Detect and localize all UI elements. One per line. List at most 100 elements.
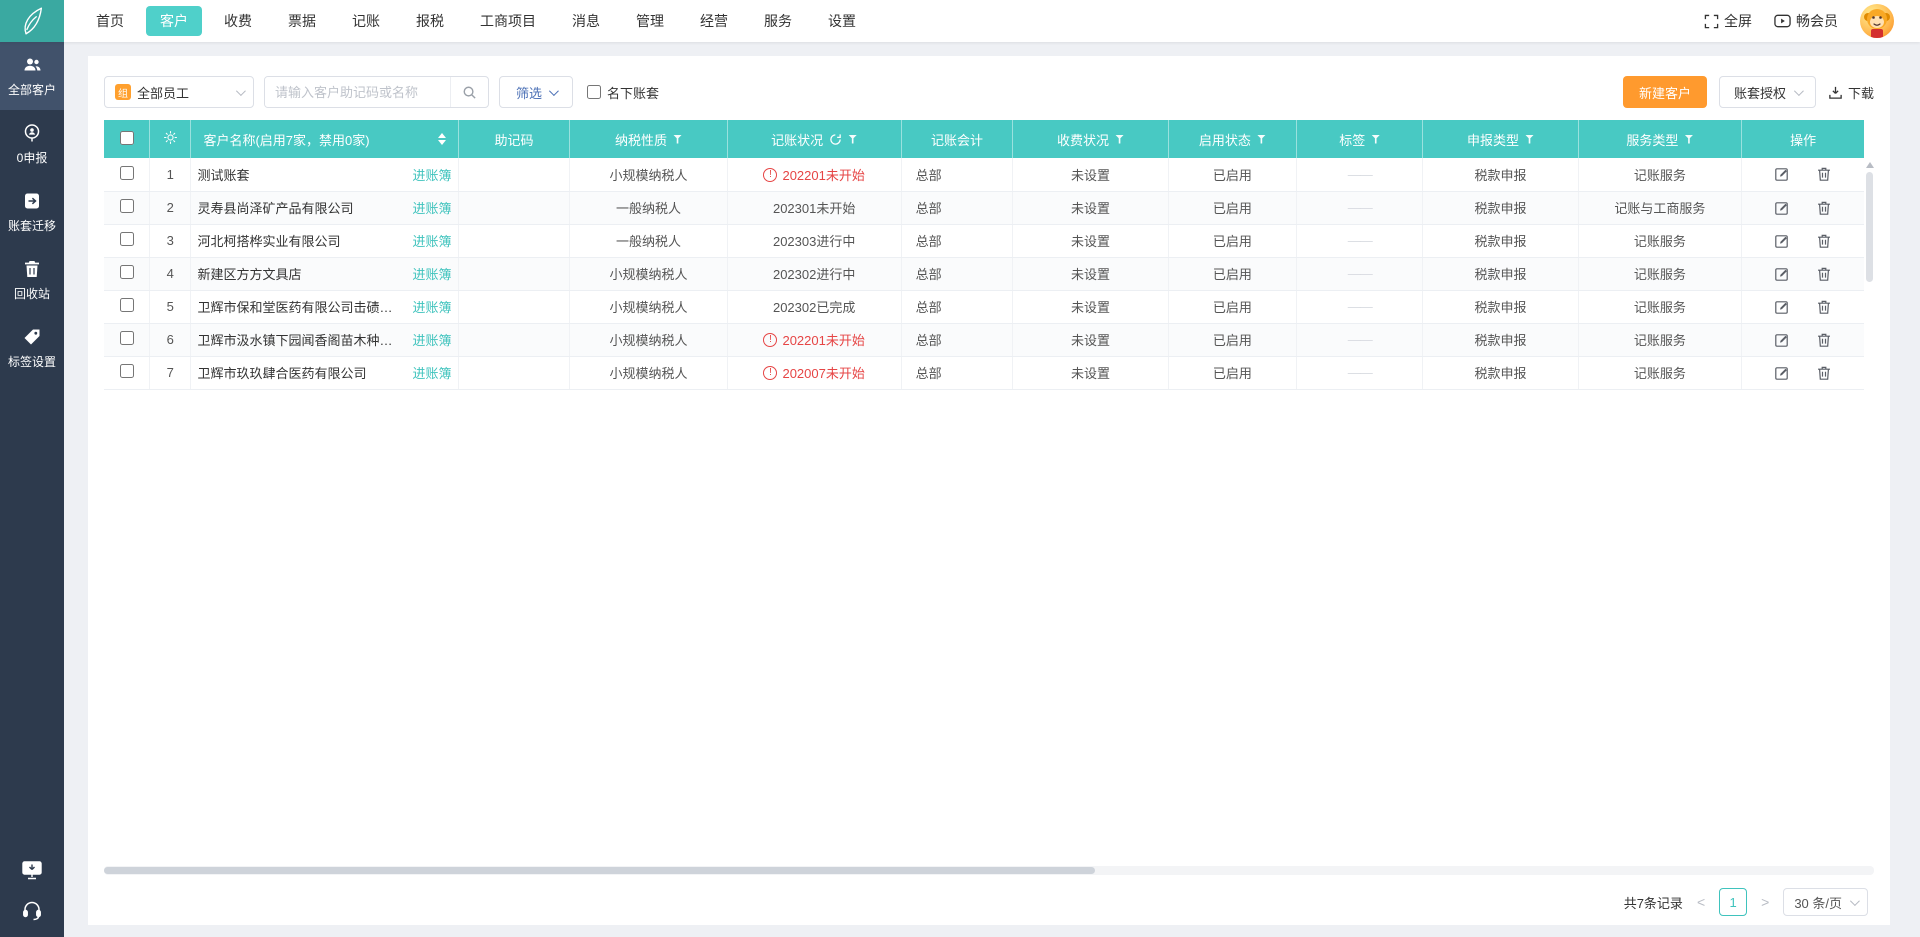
nav-item-settings[interactable]: 设置 <box>828 13 856 29</box>
row-checkbox[interactable] <box>119 331 134 345</box>
search-button[interactable] <box>450 77 488 107</box>
tax-type-cell: 小规模纳税人 <box>569 158 728 192</box>
row-checkbox[interactable] <box>119 199 134 213</box>
horizontal-scrollbar-thumb[interactable] <box>104 867 1096 874</box>
current-page[interactable]: 1 <box>1719 888 1748 916</box>
edit-icon[interactable] <box>1774 332 1790 348</box>
filter-icon[interactable] <box>1371 134 1381 144</box>
tax-type-cell: 小规模纳税人 <box>569 356 728 390</box>
nav-item-messages[interactable]: 消息 <box>572 13 600 29</box>
sidebar-item-migrate[interactable]: 账套迁移 <box>0 178 64 246</box>
filter-icon[interactable] <box>848 134 858 144</box>
fullscreen-button[interactable]: 全屏 <box>1704 11 1752 31</box>
delete-icon[interactable] <box>1816 332 1832 348</box>
sidebar-item-zero-declare[interactable]: 0申报 <box>0 110 64 178</box>
header-customer-name[interactable]: 客户名称(启用7家，禁用0家) <box>190 120 459 158</box>
nav-item-management[interactable]: 管理 <box>636 13 664 29</box>
header-fee-status[interactable]: 收费状况 <box>1012 120 1169 158</box>
user-avatar[interactable] <box>1860 4 1894 38</box>
edit-icon[interactable] <box>1774 166 1790 182</box>
scroll-up-icon[interactable] <box>1865 162 1874 168</box>
nav-item-bookkeeping[interactable]: 记账 <box>352 13 380 29</box>
nav-item-invoices[interactable]: 票据 <box>288 13 316 29</box>
chevron-down-icon <box>1793 85 1804 96</box>
customer-name-cell: 新建区方方文具店 进账簿 <box>190 257 459 291</box>
app-logo[interactable] <box>0 0 64 42</box>
next-page-button[interactable]: > <box>1761 894 1770 910</box>
filter-icon[interactable] <box>1684 134 1694 144</box>
delete-icon[interactable] <box>1816 200 1832 216</box>
sidebar-item-all-customers[interactable]: 全部客户 <box>0 42 64 110</box>
nav-item-customers[interactable]: 客户 <box>146 6 202 36</box>
header-service-type[interactable]: 服务类型 <box>1578 120 1743 158</box>
vertical-scrollbar-thumb[interactable] <box>1866 172 1873 282</box>
row-checkbox[interactable] <box>119 364 134 378</box>
declare-type-cell: 税款申报 <box>1422 191 1579 225</box>
filter-icon[interactable] <box>673 134 683 144</box>
search-input[interactable] <box>265 77 450 107</box>
filter-icon[interactable] <box>1525 134 1535 144</box>
sidebar-item-recycle-bin[interactable]: 回收站 <box>0 246 64 314</box>
download-button[interactable]: 下载 <box>1828 83 1874 102</box>
row-checkbox[interactable] <box>119 165 134 180</box>
vertical-scrollbar[interactable] <box>1865 160 1874 866</box>
mnemonic-cell <box>458 323 571 357</box>
header-booking-status[interactable]: 记账状况 <box>727 120 902 158</box>
ledger-link[interactable]: 进账簿 <box>412 366 452 381</box>
ledger-link[interactable]: 进账簿 <box>412 267 452 282</box>
ledger-link[interactable]: 进账簿 <box>412 300 452 315</box>
tag-cell: —— <box>1296 356 1424 390</box>
horizontal-scrollbar[interactable] <box>104 866 1874 875</box>
edit-icon[interactable] <box>1774 266 1790 282</box>
header-declare-type[interactable]: 申报类型 <box>1422 120 1579 158</box>
nav-item-tax[interactable]: 报税 <box>416 13 444 29</box>
edit-icon[interactable] <box>1774 299 1790 315</box>
member-button[interactable]: 畅会员 <box>1774 11 1838 31</box>
support-headset-icon[interactable] <box>21 899 43 921</box>
page-size-select[interactable]: 30 条/页 <box>1783 888 1868 916</box>
header-enabled-status[interactable]: 启用状态 <box>1168 120 1298 158</box>
ledger-link[interactable]: 进账簿 <box>412 234 452 249</box>
delete-icon[interactable] <box>1816 233 1832 249</box>
header-column-settings[interactable] <box>149 120 192 158</box>
row-index: 1 <box>149 158 192 192</box>
customer-name: 河北柯搭桦实业有限公司 <box>197 234 341 249</box>
sort-icon[interactable] <box>437 133 446 145</box>
nav-item-business-project[interactable]: 工商项目 <box>480 13 536 29</box>
delete-icon[interactable] <box>1816 166 1832 182</box>
authorize-button[interactable]: 账套授权 <box>1718 76 1816 108</box>
nav-item-services[interactable]: 服务 <box>764 13 792 29</box>
ledger-link[interactable]: 进账簿 <box>412 201 452 216</box>
enabled-status-cell: 已启用 <box>1168 257 1298 291</box>
filter-icon[interactable] <box>1115 134 1125 144</box>
employee-filter-select[interactable]: 组 全部员工 <box>104 76 254 108</box>
delete-icon[interactable] <box>1816 365 1832 381</box>
client-download-icon[interactable] <box>21 859 43 881</box>
owned-accounts-checkbox[interactable] <box>587 85 602 99</box>
ledger-link[interactable]: 进账簿 <box>412 167 452 183</box>
edit-icon[interactable] <box>1774 233 1790 249</box>
ledger-link[interactable]: 进账簿 <box>412 333 452 348</box>
prev-page-button[interactable]: < <box>1696 894 1706 910</box>
new-customer-button[interactable]: 新建客户 <box>1622 76 1707 108</box>
header-tax-type[interactable]: 纳税性质 <box>569 120 728 158</box>
filter-button[interactable]: 筛选 <box>499 76 574 108</box>
nav-item-operation[interactable]: 经营 <box>700 13 728 29</box>
delete-icon[interactable] <box>1816 266 1832 282</box>
row-checkbox[interactable] <box>119 265 134 279</box>
row-checkbox[interactable] <box>119 298 134 312</box>
sidebar-item-tag-settings[interactable]: 标签设置 <box>0 314 64 382</box>
nav-item-billing[interactable]: 收费 <box>224 13 252 29</box>
warning-icon: ! <box>763 167 778 182</box>
main-nav: 首页 客户 收费 票据 记账 报税 工商项目 消息 管理 经营 服务 设置 <box>78 6 874 36</box>
delete-icon[interactable] <box>1816 299 1832 315</box>
nav-item-home[interactable]: 首页 <box>96 13 124 29</box>
edit-icon[interactable] <box>1774 365 1790 381</box>
edit-icon[interactable] <box>1774 200 1790 216</box>
header-tag[interactable]: 标签 <box>1296 120 1424 158</box>
service-type-cell: 记账服务 <box>1578 323 1743 357</box>
row-checkbox[interactable] <box>119 232 134 246</box>
refresh-icon[interactable] <box>829 133 842 146</box>
select-all-checkbox[interactable] <box>119 130 134 145</box>
filter-icon[interactable] <box>1256 134 1266 144</box>
